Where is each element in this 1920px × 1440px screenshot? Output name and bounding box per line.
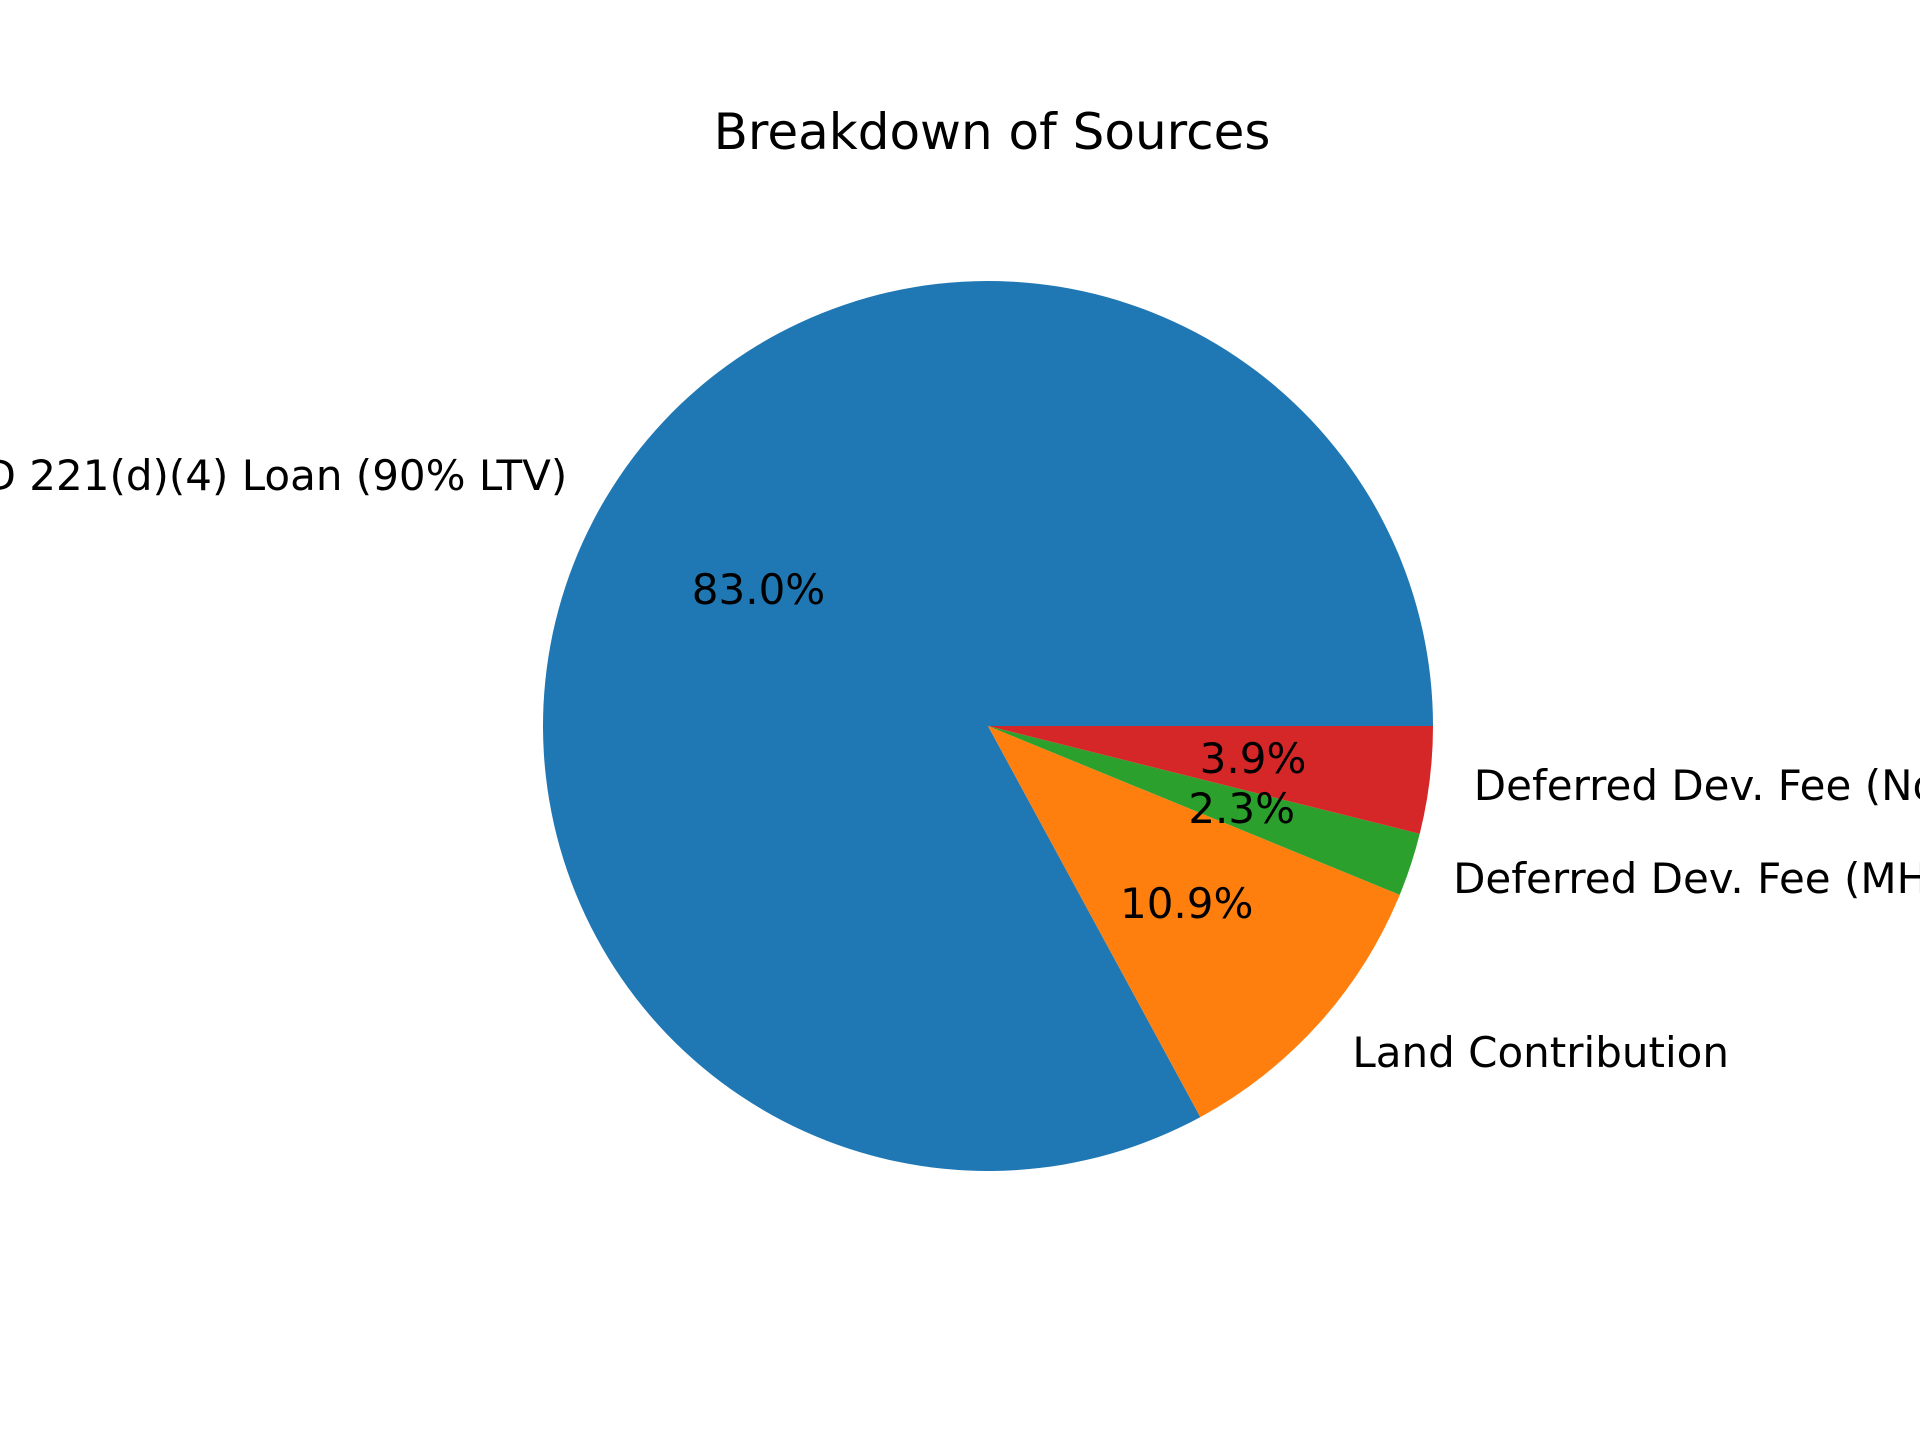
pie-slice-3 bbox=[988, 726, 1433, 834]
slice-label-0: D 221(d)(4) Loan (90% LTV) bbox=[0, 450, 568, 500]
percent-label-2: 2.3% bbox=[1188, 783, 1296, 833]
chart-title: Breakdown of Sources bbox=[713, 103, 1271, 161]
pie-slice-2 bbox=[988, 726, 1420, 895]
percent-label-0: 83.0% bbox=[691, 564, 826, 614]
slice-label-1: Land Contribution bbox=[1352, 1027, 1729, 1077]
slice-label-2: Deferred Dev. Fee (MH bbox=[1453, 853, 1920, 903]
pie-slice-0 bbox=[543, 281, 1433, 1172]
pie-slice-1 bbox=[988, 726, 1400, 1118]
percent-label-3: 3.9% bbox=[1199, 733, 1307, 783]
slice-label-3: Deferred Dev. Fee (No bbox=[1473, 760, 1920, 810]
percent-label-1: 10.9% bbox=[1119, 879, 1254, 929]
